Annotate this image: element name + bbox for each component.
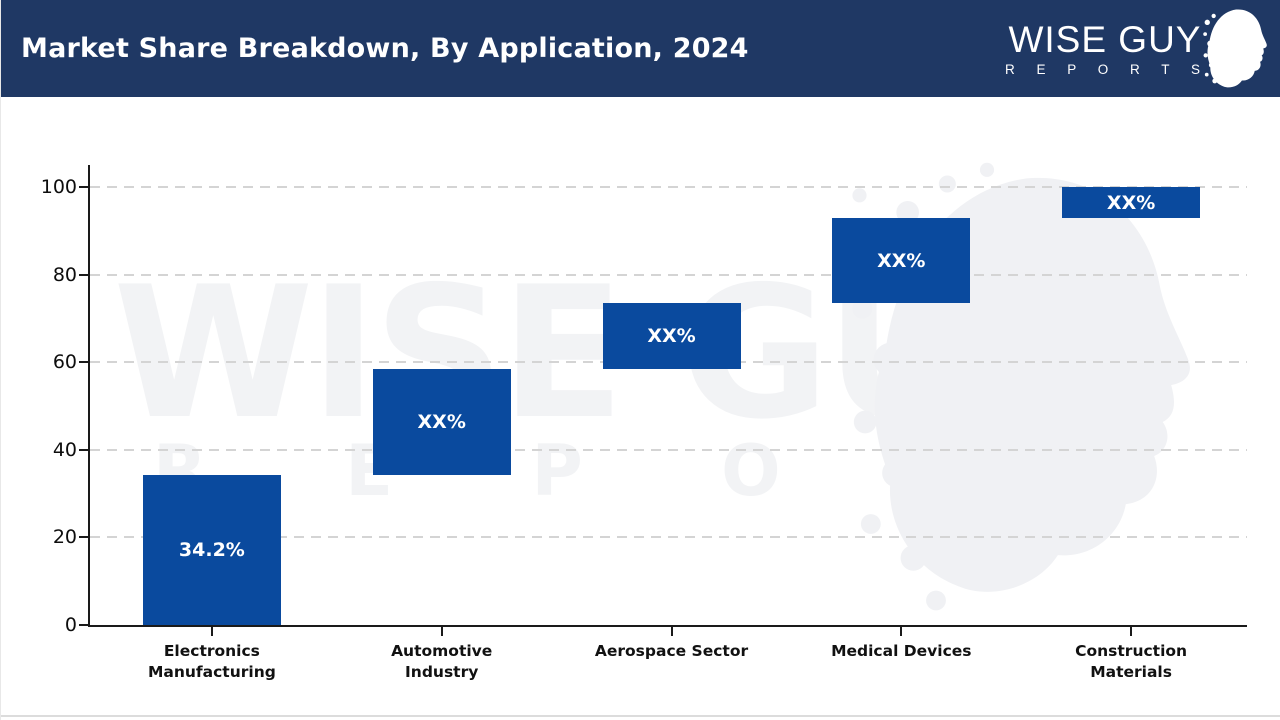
gridline-20 xyxy=(90,536,1247,539)
bar-electronics-manufacturing: 34.2% xyxy=(142,475,281,625)
y-tick-label-60: 60 xyxy=(52,351,77,374)
gridline-100 xyxy=(90,186,1247,188)
gridline-80 xyxy=(90,273,1247,276)
x-tick-2 xyxy=(670,627,673,636)
y-tick-0 xyxy=(79,624,89,626)
x-tick-1 xyxy=(440,627,443,636)
x-tick-4 xyxy=(1130,627,1133,636)
bar-value-label: XX% xyxy=(417,410,466,433)
logo-wiseguy-text: WISE GUY xyxy=(1008,18,1202,60)
y-tick-20 xyxy=(79,536,89,539)
y-tick-100 xyxy=(79,186,89,188)
bar-construction-materials: XX% xyxy=(1062,187,1201,219)
y-axis-line xyxy=(88,165,90,627)
y-tick-40 xyxy=(79,448,89,451)
bottom-border-line xyxy=(1,715,1280,717)
gridline-40 xyxy=(90,448,1247,451)
y-tick-80 xyxy=(79,273,89,276)
logo-text: WISE GUY R E P O R T S xyxy=(1001,21,1209,77)
x-axis-label-4: Construction Materials xyxy=(1075,642,1188,681)
x-axis-label-0: Electronics Manufacturing xyxy=(147,642,276,681)
x-axis-label-1: Automotive Industry xyxy=(391,642,493,681)
x-axis-label-3: Medical Devices xyxy=(831,642,972,660)
bar-value-label: XX% xyxy=(647,324,696,347)
bar-medical-devices: XX% xyxy=(832,218,971,304)
bar-value-label: 34.2% xyxy=(178,539,245,562)
x-axis-label-2: Aerospace Sector xyxy=(594,642,749,660)
y-tick-label-20: 20 xyxy=(52,526,77,549)
bar-aerospace-sector: XX% xyxy=(602,303,741,369)
bar-value-label: XX% xyxy=(1106,191,1156,214)
y-tick-label-40: 40 xyxy=(52,438,77,461)
wise-guy-reports-logo: WISE GUY R E P O R T S xyxy=(1001,6,1267,92)
chart-title: Market Share Breakdown, By Application, … xyxy=(21,33,749,64)
y-tick-label-100: 100 xyxy=(40,176,77,198)
y-tick-60 xyxy=(79,361,89,364)
logo-reports-text: R E P O R T S xyxy=(1004,61,1209,77)
bar-value-label: XX% xyxy=(877,249,926,272)
header-banner: Market Share Breakdown, By Application, … xyxy=(1,0,1280,97)
y-tick-label-80: 80 xyxy=(52,263,77,286)
x-tick-0 xyxy=(210,627,213,636)
x-tick-3 xyxy=(900,627,903,636)
x-axis-line xyxy=(88,625,1247,627)
bar-automotive-industry: XX% xyxy=(372,368,511,476)
y-tick-label-0: 0 xyxy=(64,614,77,636)
logo-face-icon xyxy=(1203,8,1267,87)
